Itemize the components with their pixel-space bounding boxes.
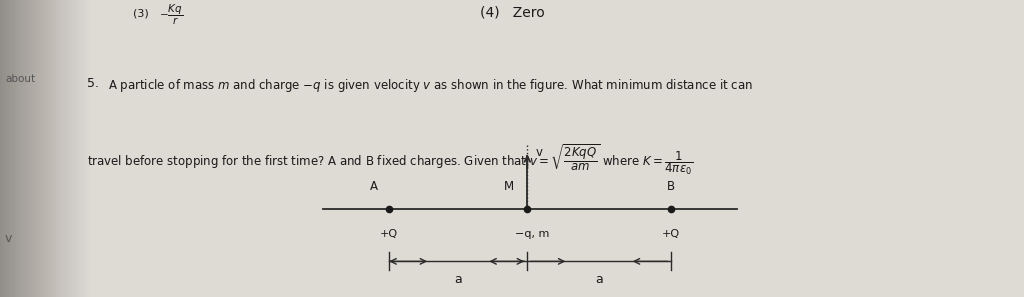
Text: (4)   Zero: (4) Zero — [479, 6, 545, 20]
Text: a: a — [455, 273, 462, 286]
Text: B: B — [667, 180, 675, 193]
Text: 5.: 5. — [87, 77, 99, 90]
Text: +Q: +Q — [380, 229, 398, 239]
Text: v: v — [5, 232, 12, 245]
Text: −q, m: −q, m — [515, 229, 550, 239]
Text: +Q: +Q — [662, 229, 680, 239]
Text: A: A — [370, 180, 378, 193]
Text: about: about — [5, 74, 35, 84]
Text: A particle of mass $m$ and charge $-q$ is given velocity $v$ as shown in the fig: A particle of mass $m$ and charge $-q$ i… — [108, 77, 753, 94]
Text: M: M — [504, 180, 514, 193]
Text: $-\dfrac{Kq}{r}$: $-\dfrac{Kq}{r}$ — [159, 3, 183, 27]
Text: a: a — [595, 273, 603, 286]
Text: v: v — [536, 146, 543, 159]
Text: (3): (3) — [133, 9, 148, 19]
Text: travel before stopping for the first time? A and B fixed charges. Given that $v : travel before stopping for the first tim… — [87, 143, 693, 177]
